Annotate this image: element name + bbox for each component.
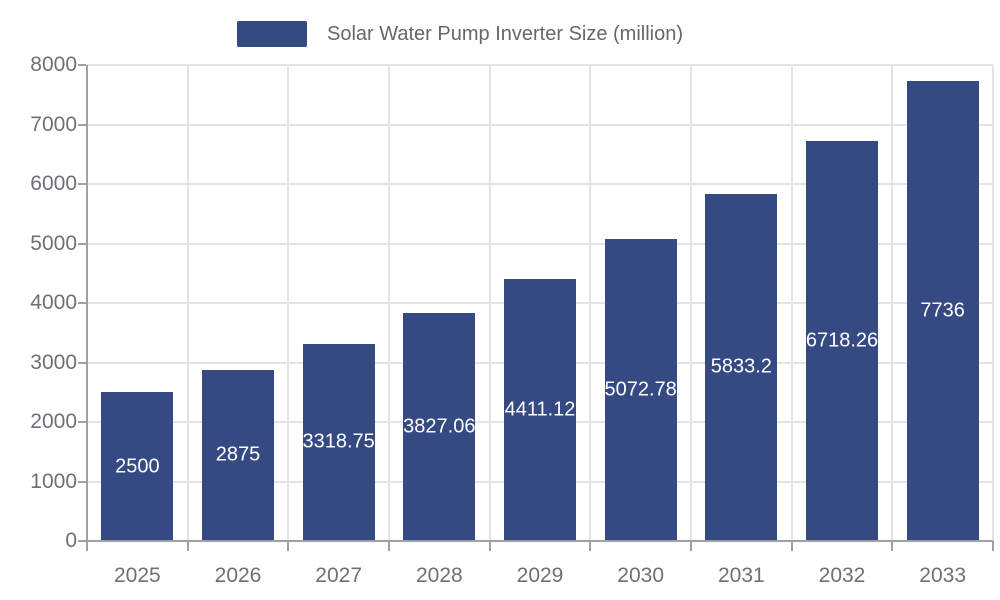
x-tick xyxy=(690,541,692,551)
grid-v-line xyxy=(690,65,692,541)
y-tick xyxy=(78,480,86,483)
x-tick xyxy=(287,541,290,551)
grid-v-line xyxy=(186,65,189,541)
x-tick-label: 2029 xyxy=(516,564,564,587)
grid-v-line xyxy=(790,65,793,541)
x-tick-label: 2030 xyxy=(617,564,665,587)
bar[interactable]: 5833.2 xyxy=(705,193,778,541)
bar[interactable]: 4411.12 xyxy=(504,278,576,541)
y-tick xyxy=(78,123,86,126)
y-tick xyxy=(78,421,86,423)
grid-h-line xyxy=(87,64,993,66)
y-tick-label: 7000 xyxy=(30,112,77,136)
bar-value-label: 4411.12 xyxy=(504,398,576,421)
x-tick-label: 2025 xyxy=(113,564,161,587)
bar-value-label: 2500 xyxy=(115,455,160,478)
x-tick xyxy=(891,541,894,551)
legend-label: Solar Water Pump Inverter Size (million) xyxy=(327,22,684,45)
y-axis-line xyxy=(86,65,88,541)
y-tick-label: 1000 xyxy=(30,469,77,493)
grid-v-line xyxy=(992,65,994,541)
y-tick xyxy=(78,540,86,542)
x-tick xyxy=(488,541,491,551)
bar-value-label: 3318.75 xyxy=(302,430,375,453)
bar[interactable]: 3827.06 xyxy=(403,313,476,541)
x-tick xyxy=(589,541,592,551)
legend-item[interactable]: Solar Water Pump Inverter Size (million) xyxy=(237,20,683,48)
x-axis-line xyxy=(87,540,993,542)
x-tick xyxy=(86,541,88,551)
grid-h-line xyxy=(87,123,993,126)
bar[interactable]: 7736 xyxy=(906,80,979,541)
grid-v-line xyxy=(891,65,894,541)
x-tick xyxy=(992,541,994,551)
y-tick-label: 2000 xyxy=(30,410,77,433)
bar[interactable]: 2875 xyxy=(202,369,274,541)
x-tick-label: 2033 xyxy=(919,564,967,587)
y-tick xyxy=(78,242,86,245)
grid-v-line xyxy=(287,65,290,541)
legend-swatch-icon xyxy=(237,21,307,47)
bar[interactable]: 5072.78 xyxy=(604,239,677,541)
bar-value-label: 7736 xyxy=(920,299,965,322)
x-tick-label: 2027 xyxy=(315,564,363,587)
grid-h-line xyxy=(87,183,993,185)
grid-v-line xyxy=(388,65,390,541)
x-tick-label: 2031 xyxy=(717,564,765,587)
bar[interactable]: 6718.26 xyxy=(806,141,878,541)
x-tick-label: 2028 xyxy=(415,564,463,587)
x-tick xyxy=(388,541,390,551)
y-tick xyxy=(78,183,86,185)
bar-value-label: 5833.2 xyxy=(710,355,772,378)
y-tick-label: 6000 xyxy=(30,172,77,195)
bar[interactable]: 3318.75 xyxy=(302,343,375,541)
x-tick-label: 2026 xyxy=(214,564,262,587)
bar[interactable]: 2500 xyxy=(101,392,174,541)
bar-value-label: 5072.78 xyxy=(604,378,677,401)
y-tick xyxy=(78,64,86,66)
grid-v-line xyxy=(589,65,592,541)
x-tick-label: 2032 xyxy=(818,564,866,587)
bar-value-label: 6718.26 xyxy=(806,329,878,352)
bar-value-label: 3827.06 xyxy=(403,415,476,438)
y-tick-label: 5000 xyxy=(30,231,77,255)
grid-v-line xyxy=(488,65,491,541)
grid-h-line xyxy=(87,242,993,245)
x-tick xyxy=(790,541,793,551)
x-tick xyxy=(186,541,189,551)
y-tick xyxy=(78,361,86,364)
y-tick-label: 4000 xyxy=(30,291,77,314)
bar-value-label: 2875 xyxy=(215,443,261,466)
y-tick-label: 8000 xyxy=(30,53,77,76)
y-tick-label: 3000 xyxy=(30,350,77,374)
y-tick xyxy=(78,302,86,304)
y-tick-label: 0 xyxy=(65,529,77,552)
